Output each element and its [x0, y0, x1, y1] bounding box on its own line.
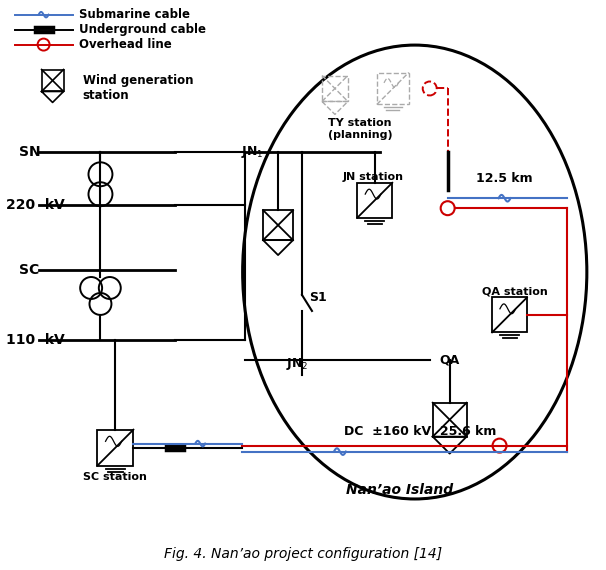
Text: Overhead line: Overhead line	[79, 38, 171, 51]
Text: QA station: QA station	[482, 287, 547, 297]
Text: JN$_1$: JN$_1$	[242, 144, 264, 160]
Text: SC station: SC station	[84, 471, 147, 482]
Text: 12.5 km: 12.5 km	[476, 172, 533, 185]
Text: Submarine cable: Submarine cable	[79, 8, 190, 21]
Text: SN: SN	[19, 145, 40, 160]
Bar	[263, 210, 293, 240]
Bar	[358, 183, 392, 218]
Bar	[377, 72, 409, 104]
Bar	[433, 403, 467, 437]
Text: S1: S1	[309, 291, 327, 304]
Text: SC: SC	[19, 263, 39, 277]
Text: Fig. 4. Nan’ao project configuration [14]: Fig. 4. Nan’ao project configuration [14…	[164, 547, 442, 561]
Text: Wind generation
station: Wind generation station	[82, 74, 193, 101]
Text: JN station: JN station	[342, 172, 404, 182]
Bar	[492, 298, 527, 332]
Bar	[322, 75, 348, 101]
Text: DC  ±160 kV  25.6 km: DC ±160 kV 25.6 km	[344, 425, 496, 438]
Text: TY station
(planning): TY station (planning)	[328, 119, 392, 140]
Bar	[98, 430, 133, 466]
Text: Underground cable: Underground cable	[79, 23, 205, 36]
Bar	[42, 70, 64, 91]
Text: JN$_2$: JN$_2$	[286, 356, 308, 372]
Text: 220  kV: 220 kV	[5, 198, 64, 212]
Text: QA: QA	[439, 353, 460, 367]
Text: Nan’ao Island: Nan’ao Island	[346, 482, 453, 496]
Text: 110  kV: 110 kV	[5, 333, 64, 347]
